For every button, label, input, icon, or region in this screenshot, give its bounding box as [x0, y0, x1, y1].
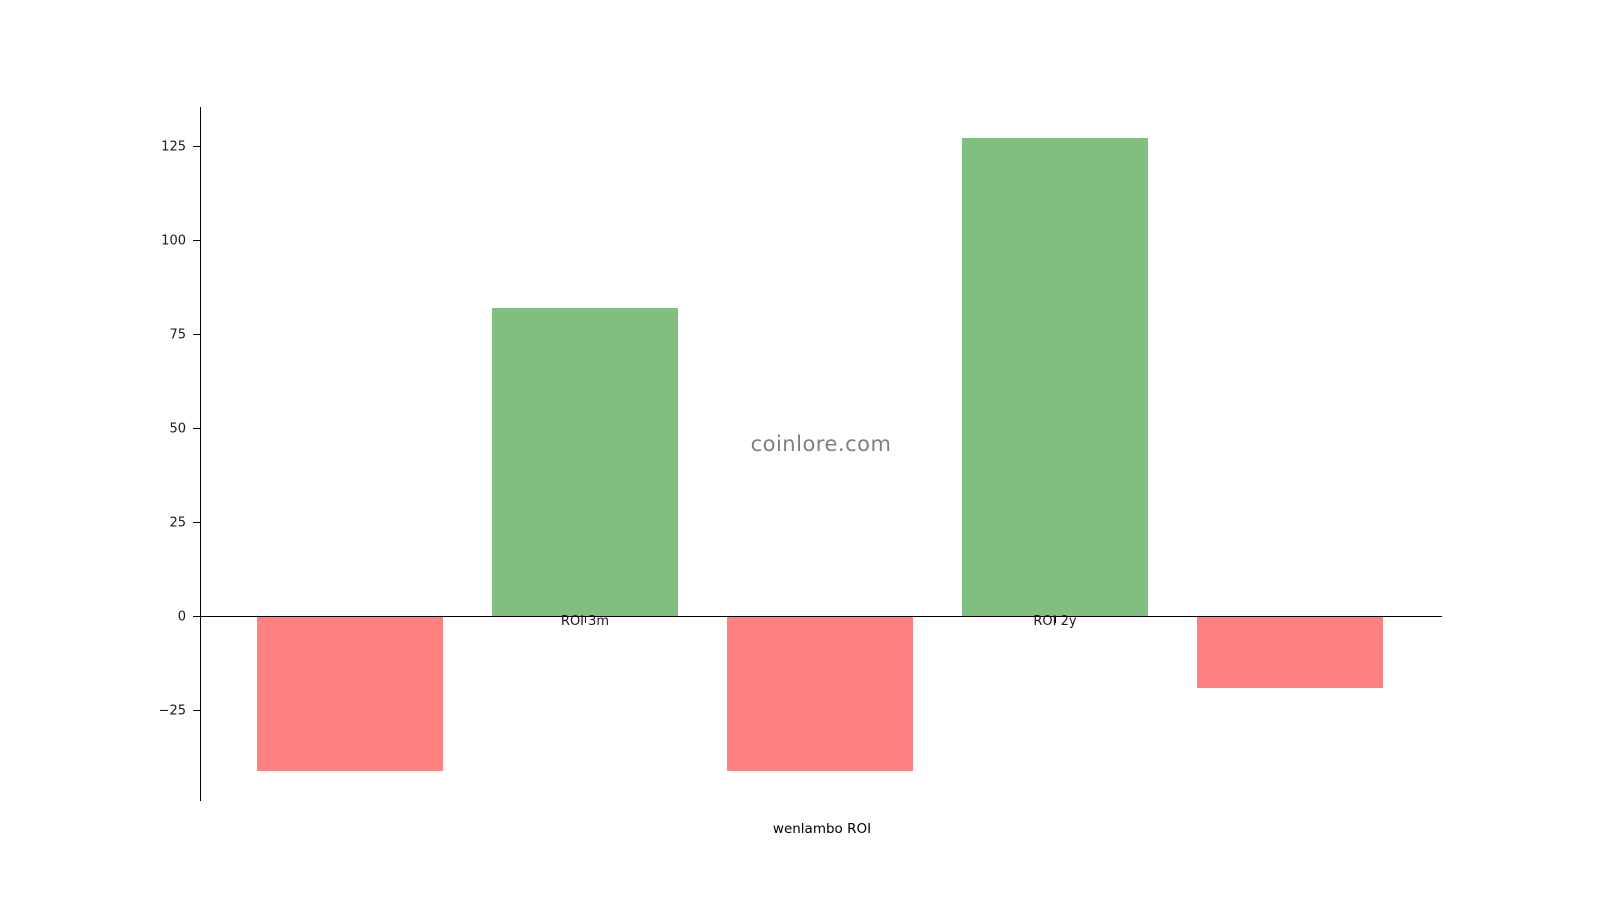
y-tick-mark: [193, 616, 200, 617]
y-tick-label: 125: [161, 139, 186, 154]
y-tick-mark: [193, 428, 200, 429]
x-tick-mark: [585, 616, 586, 623]
bar-value-0: [257, 617, 443, 772]
bar-value-4: [1197, 617, 1383, 689]
y-tick-label: 0: [177, 609, 186, 624]
x-tick-label: ROI 3m: [560, 614, 610, 629]
y-axis-line: [200, 107, 201, 801]
y-tick-mark: [193, 710, 200, 711]
watermark-text: coinlore.com: [750, 432, 892, 456]
y-tick-label: 25: [169, 515, 186, 530]
y-tick-mark: [193, 240, 200, 241]
x-axis-zero-line: [200, 616, 1442, 617]
y-tick-mark: [193, 334, 200, 335]
y-tick-label: 75: [169, 327, 186, 342]
y-tick-mark: [193, 522, 200, 523]
y-tick-label: 50: [169, 421, 186, 436]
bar-roi-3m: [492, 307, 678, 616]
bar-value-2: [727, 617, 913, 772]
chart-title: wenlambo ROI: [772, 821, 872, 837]
x-tick-label: ROI 2y: [1033, 614, 1077, 629]
bar-roi-2y: [962, 138, 1148, 616]
y-tick-label: 100: [161, 233, 186, 248]
y-tick-label: −25: [158, 703, 186, 718]
x-tick-mark: [1055, 616, 1056, 623]
y-tick-mark: [193, 146, 200, 147]
